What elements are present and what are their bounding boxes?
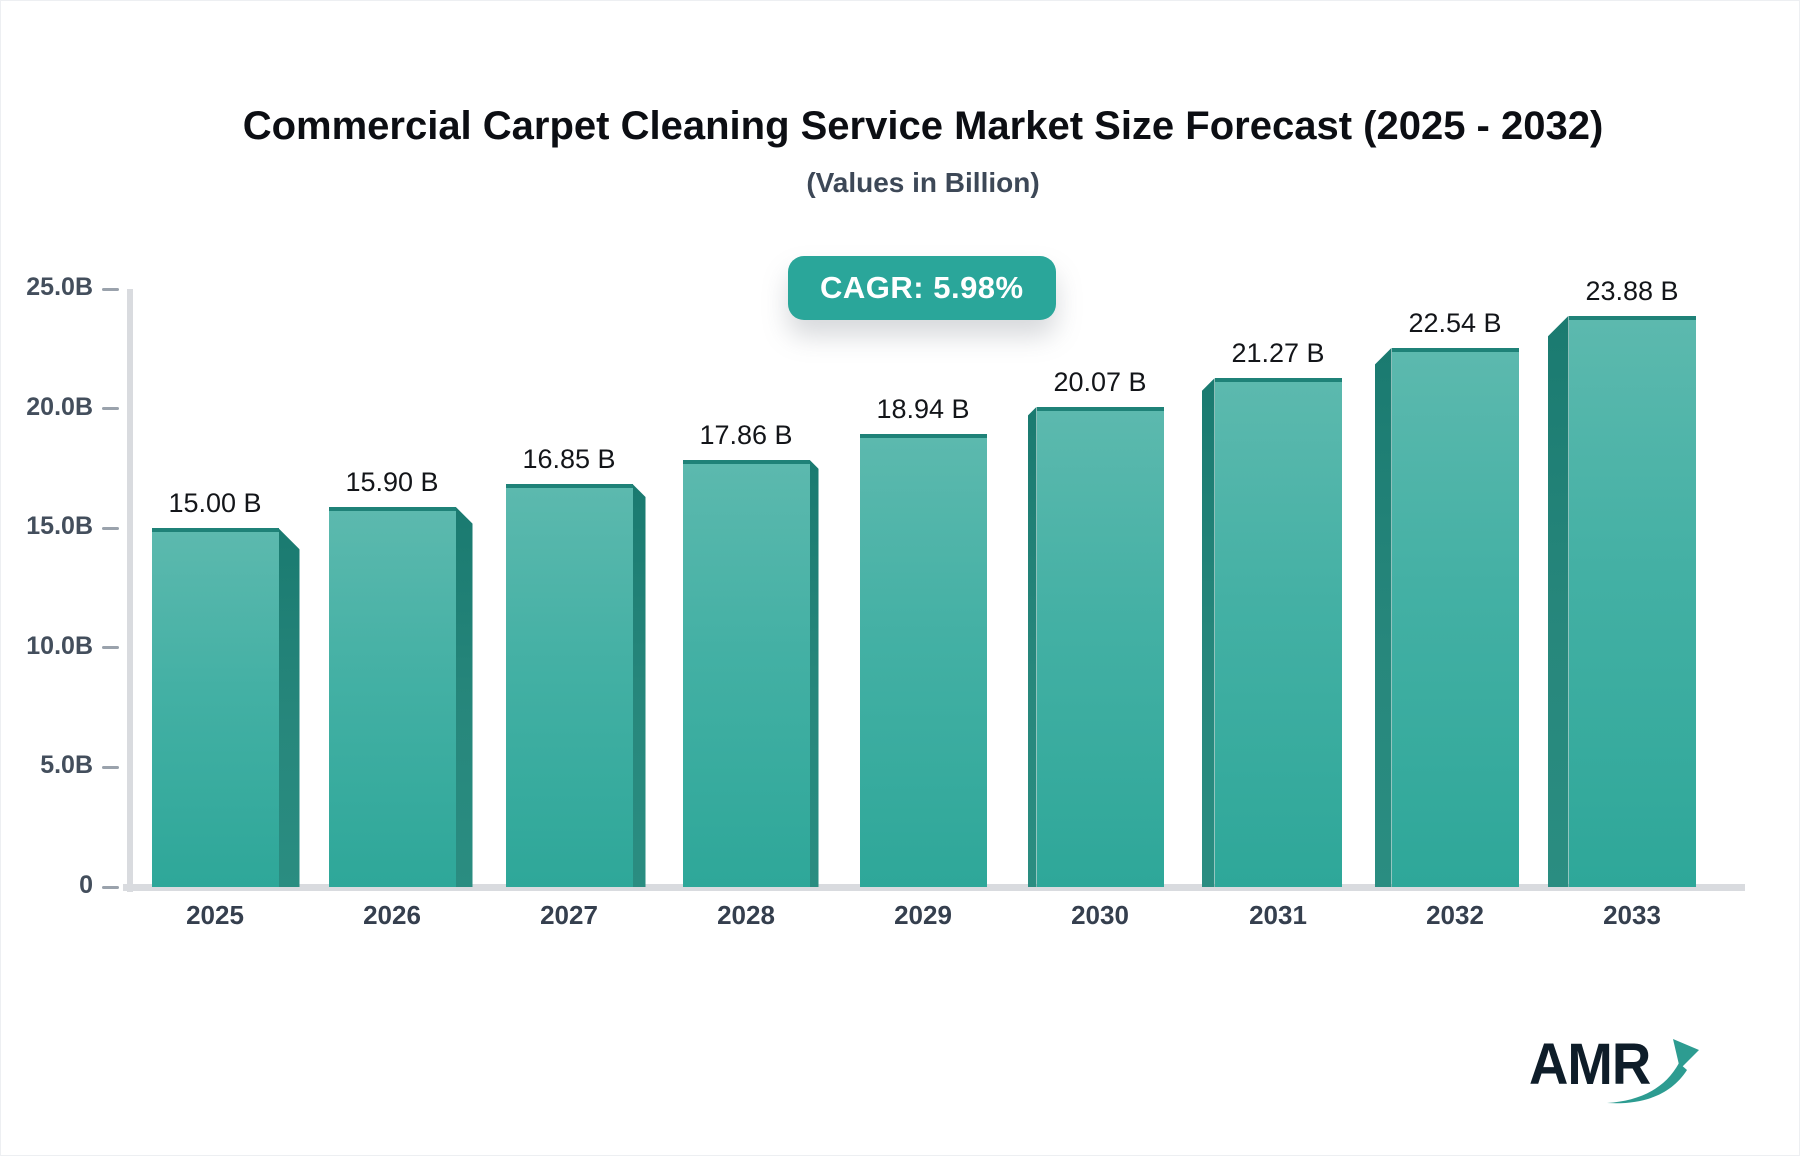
bar-side-face (455, 506, 473, 887)
y-tick-label: 15.0B (26, 512, 93, 541)
bar (1568, 315, 1696, 887)
bar (682, 459, 810, 887)
bar-side-face (809, 459, 819, 887)
x-axis-label: 2028 (717, 900, 775, 930)
bar-side-face (1027, 406, 1037, 887)
bar (505, 483, 633, 887)
y-tick-mark (102, 407, 119, 411)
bar-side-face (1547, 315, 1569, 887)
amr-logo: AMR (1525, 1031, 1735, 1116)
y-tick-mark (102, 885, 119, 889)
x-axis-label: 2033 (1603, 900, 1661, 930)
bar (1391, 347, 1519, 887)
y-tick-mark (102, 287, 119, 291)
bar-value-label: 22.54 B (1408, 307, 1502, 338)
y-tick-label: 20.0B (26, 392, 93, 421)
x-axis-label: 2027 (540, 900, 598, 930)
y-tick-label: 5.0B (40, 751, 93, 780)
bar-side-face (632, 483, 646, 887)
bar (151, 528, 279, 887)
y-tick-label: 10.0B (26, 631, 93, 660)
page-title: Commercial Carpet Cleaning Service Marke… (242, 104, 1604, 148)
bar (859, 433, 987, 887)
chart-subtitle: (Values in Billion) (806, 167, 1040, 198)
bar-side-face (278, 528, 300, 887)
bar-value-label: 21.27 B (1231, 338, 1325, 369)
x-axis-label: 2029 (894, 900, 952, 930)
bar (1214, 378, 1342, 887)
y-tick-mark (102, 526, 119, 530)
bar-value-label: 18.94 B (876, 393, 970, 424)
y-tick-label: 25.0B (26, 273, 93, 301)
x-axis-label: 2025 (186, 900, 244, 930)
bar-side-face (1201, 378, 1215, 887)
growth-arrow-icon (1607, 1039, 1699, 1104)
y-tick-mark (102, 646, 119, 650)
bar-value-label: 23.88 B (1585, 275, 1679, 306)
bar (328, 506, 456, 887)
bar-side-face (1374, 347, 1392, 887)
x-axis-label: 2026 (363, 900, 421, 930)
y-axis-line (127, 289, 133, 892)
bar-value-label: 20.07 B (1053, 366, 1147, 397)
cagr-badge: CAGR: 5.98% (788, 256, 1056, 320)
x-axis-label: 2030 (1071, 900, 1129, 930)
bar-value-label: 17.86 B (699, 419, 793, 450)
y-tick-mark (102, 765, 119, 769)
x-axis-label: 2031 (1249, 900, 1307, 930)
amr-logo-text: AMR (1529, 1032, 1651, 1097)
x-axis-label: 2032 (1426, 900, 1484, 930)
bar (1036, 406, 1164, 887)
x-axis-line (123, 884, 1745, 891)
bar-value-label: 15.90 B (345, 466, 439, 497)
bar-value-label: 16.85 B (522, 443, 616, 474)
y-tick-label: 0 (79, 871, 93, 899)
bar-value-label: 15.00 B (168, 488, 262, 519)
